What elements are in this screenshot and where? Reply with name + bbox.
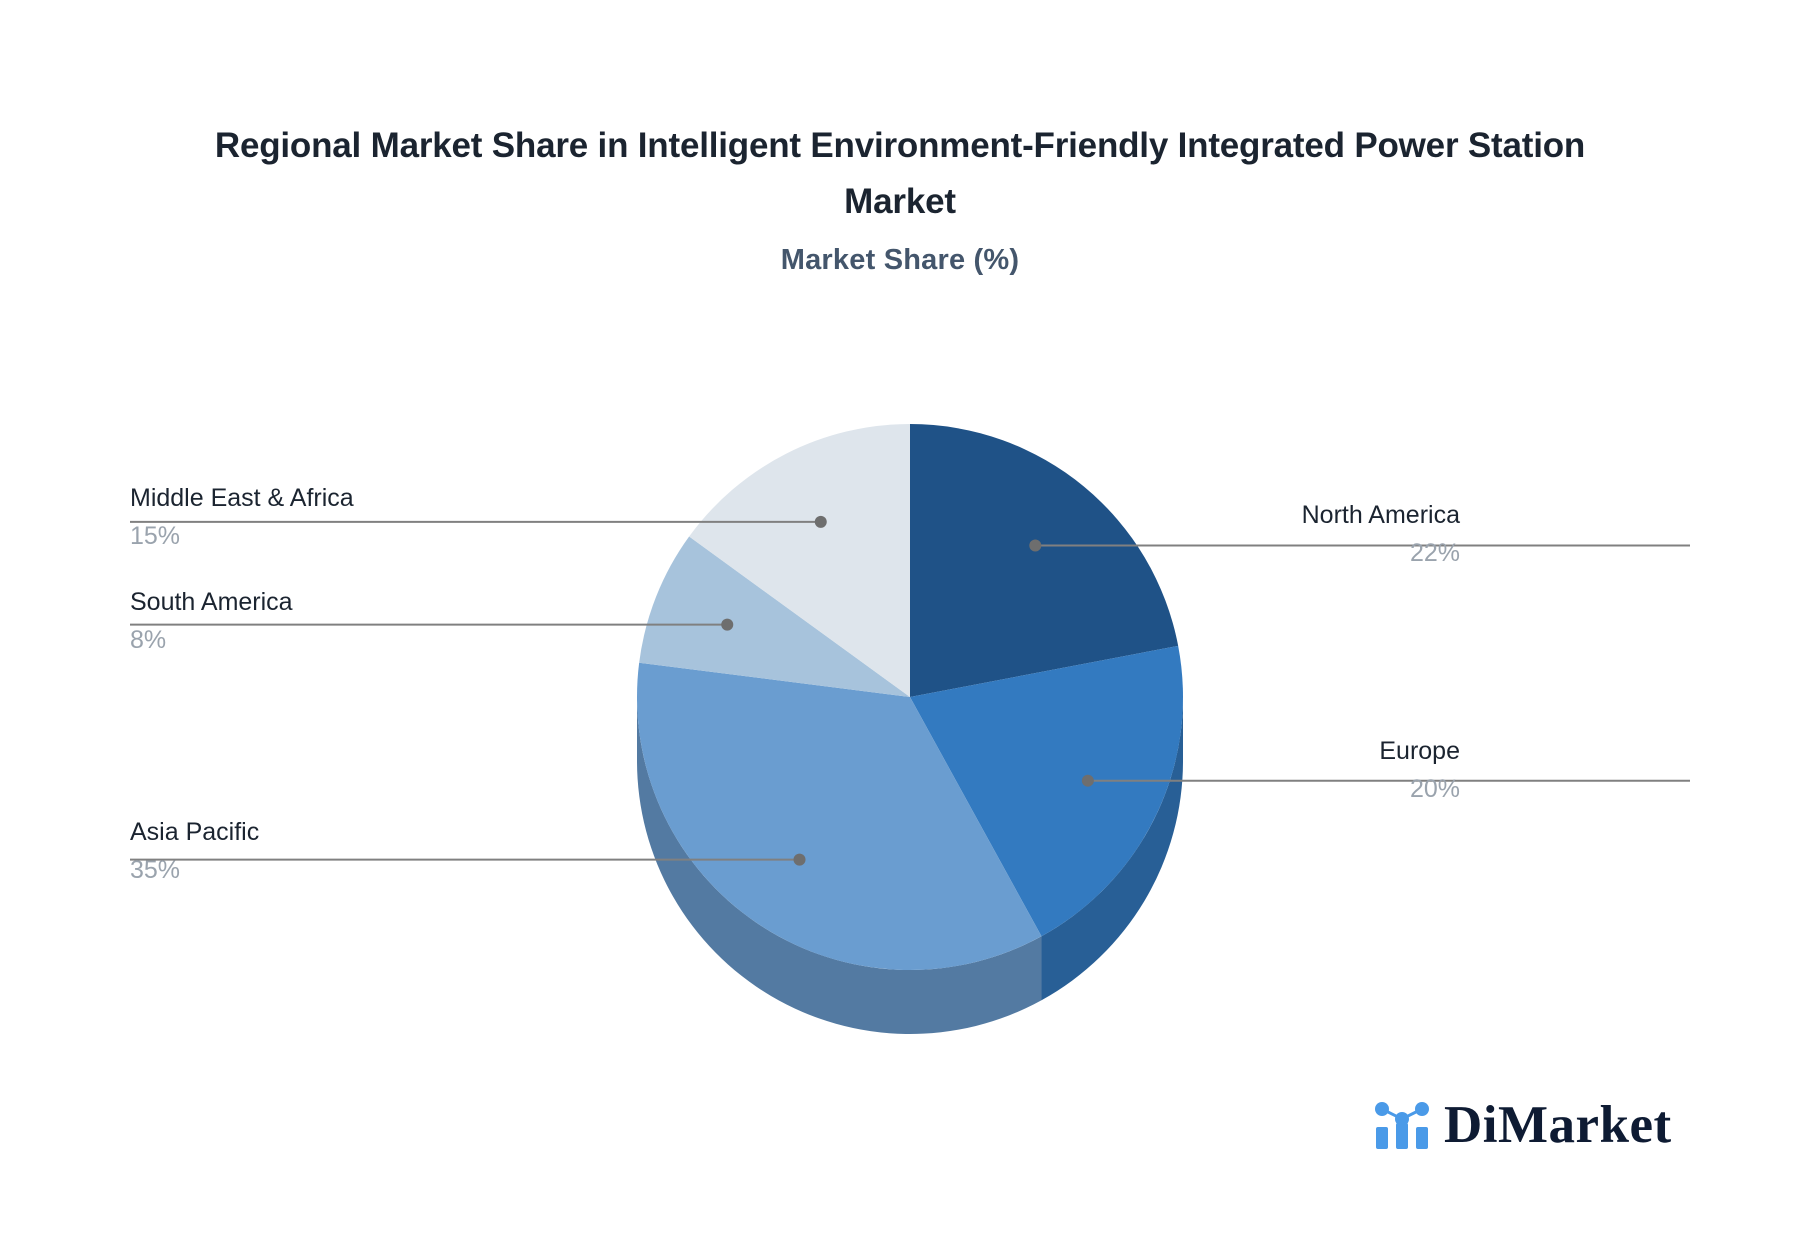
logo-dot-2 bbox=[1395, 1112, 1409, 1126]
logo-bar-3 bbox=[1416, 1127, 1428, 1149]
callout-value: 8% bbox=[130, 626, 167, 654]
callout-value: 35% bbox=[130, 856, 181, 884]
callout-label: Middle East & Africa bbox=[130, 484, 354, 512]
title-block: Regional Market Share in Intelligent Env… bbox=[0, 118, 1800, 277]
callout-middle-east-africa: Middle East & Africa 15% bbox=[130, 483, 530, 553]
logo-dot-1 bbox=[1375, 1102, 1389, 1116]
callout-asia-pacific: Asia Pacific 35% bbox=[130, 817, 530, 887]
brand-name: DiMarket bbox=[1444, 1095, 1672, 1154]
callout-label: South America bbox=[130, 588, 293, 616]
callout-label: Europe bbox=[1379, 737, 1460, 765]
callout-north-america: North America 22% bbox=[1160, 500, 1460, 570]
leader-anchor-dot bbox=[1081, 774, 1094, 787]
callout-south-america: South America 8% bbox=[130, 587, 530, 657]
pie-slice-north-america[interactable] bbox=[910, 424, 1179, 697]
leader-anchor-dot bbox=[814, 515, 827, 528]
logo-bar-2 bbox=[1396, 1123, 1408, 1149]
logo-dot-3 bbox=[1415, 1102, 1429, 1116]
leader-anchor-dot bbox=[721, 618, 734, 631]
leader-anchor-dot bbox=[1029, 539, 1042, 552]
callout-europe: Europe 20% bbox=[1160, 736, 1460, 806]
pie-slice-south-america[interactable] bbox=[639, 536, 910, 697]
chart-title: Regional Market Share in Intelligent Env… bbox=[214, 126, 1586, 221]
pie-slice-side-asia-pacific bbox=[637, 697, 1042, 1034]
bar-chart-logo-icon bbox=[1375, 1102, 1429, 1149]
pie-slice-middle-east-africa[interactable] bbox=[689, 424, 910, 697]
pie-slice-side-europe bbox=[1041, 697, 1183, 1001]
callout-value: 15% bbox=[130, 522, 181, 550]
brand-logo: DiMarket bbox=[1374, 1097, 1672, 1153]
pie-slice-europe[interactable] bbox=[910, 645, 1183, 937]
leader-anchor-dot bbox=[793, 853, 806, 866]
callout-value: 20% bbox=[1409, 775, 1460, 803]
chart-subtitle: Market Share (%) bbox=[780, 244, 1020, 276]
pie-slice-asia-pacific[interactable] bbox=[637, 662, 1042, 971]
callout-label: North America bbox=[1301, 501, 1460, 529]
logo-bar-1 bbox=[1376, 1127, 1388, 1149]
callout-label: Asia Pacific bbox=[130, 818, 260, 846]
callout-value: 22% bbox=[1409, 539, 1460, 567]
